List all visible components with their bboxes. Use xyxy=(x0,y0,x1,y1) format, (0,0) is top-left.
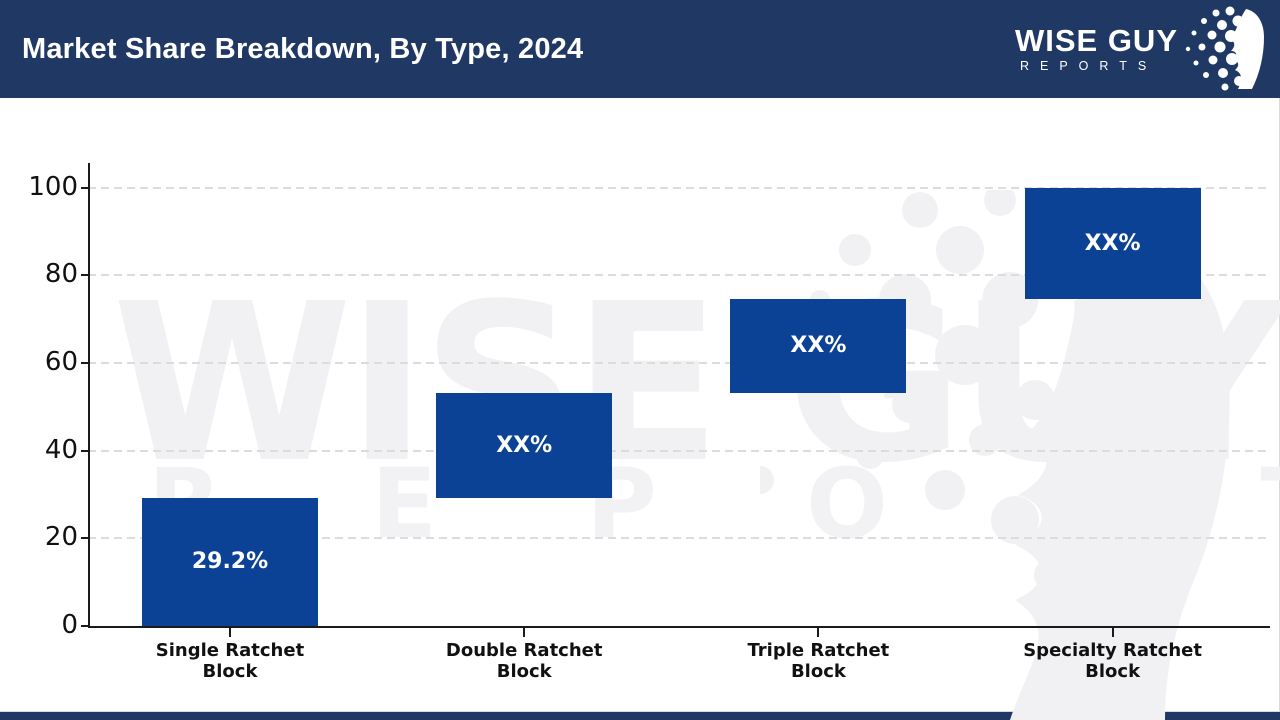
logo-text: WISE GUY REPORTS xyxy=(1015,24,1178,74)
category-label: Triple Ratchet Block xyxy=(747,640,890,682)
header-banner: Market Share Breakdown, By Type, 2024 WI… xyxy=(0,0,1280,98)
bar: XX% xyxy=(436,392,613,498)
x-axis-line xyxy=(88,626,1270,628)
x-axis-tick xyxy=(229,628,231,637)
y-axis-tick-label: 20 xyxy=(44,522,78,553)
y-axis-tick xyxy=(81,361,89,364)
bar: XX% xyxy=(1024,187,1201,299)
y-axis-tick xyxy=(81,274,89,277)
gridline xyxy=(88,274,1270,277)
x-axis-tick xyxy=(1111,628,1114,637)
bar-value-label: 29.2% xyxy=(191,549,269,575)
gridline xyxy=(88,186,1270,189)
footer-divider xyxy=(0,711,1280,712)
y-axis-tick xyxy=(81,449,89,452)
category-label: Double Ratchet Block xyxy=(445,640,603,682)
x-axis-tick xyxy=(523,628,526,637)
bar-value-label: XX% xyxy=(790,333,847,359)
bar: 29.2% xyxy=(142,497,318,626)
gridline xyxy=(88,361,1270,364)
gridline xyxy=(88,449,1270,452)
x-axis-tick xyxy=(817,628,820,637)
y-axis-tick-label: 40 xyxy=(44,434,78,465)
y-axis-tick-label: 100 xyxy=(28,171,78,202)
bar-value-label: XX% xyxy=(496,432,553,458)
y-axis-tick-label: 80 xyxy=(44,259,78,290)
logo-wordmark: WISE GUY xyxy=(1014,23,1178,58)
y-axis-tick-label: 60 xyxy=(44,346,78,377)
y-axis-tick-label: 0 xyxy=(61,610,78,640)
category-label: Specialty Ratchet Block xyxy=(1023,640,1202,682)
logo-subtext: REPORTS xyxy=(1019,59,1158,73)
category-label: Single Ratchet Block xyxy=(155,640,305,682)
wise-guy-logo: WISE GUY REPORTS xyxy=(1015,3,1266,95)
y-axis-tick xyxy=(81,625,89,627)
y-axis-line xyxy=(88,163,90,628)
page-title: Market Share Breakdown, By Type, 2024 xyxy=(22,32,584,65)
bar-value-label: XX% xyxy=(1084,230,1141,256)
y-axis-tick xyxy=(81,537,89,540)
dot-face-icon xyxy=(1185,6,1264,91)
y-axis-tick xyxy=(81,186,89,189)
footer-bar xyxy=(0,712,1280,720)
gridline xyxy=(88,537,1270,540)
bar: XX% xyxy=(730,298,907,393)
